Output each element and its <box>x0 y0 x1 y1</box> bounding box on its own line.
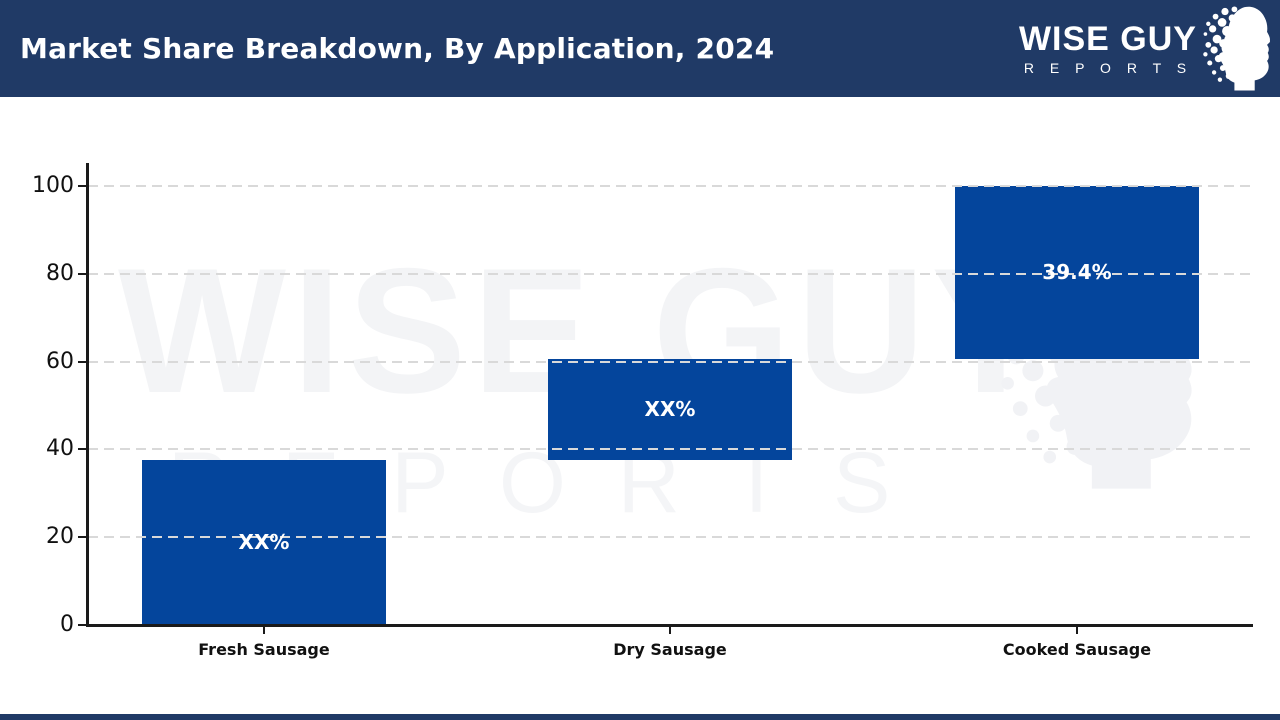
logo-subtitle: R E P O R T S <box>1023 60 1193 76</box>
gridline-80 <box>88 272 1253 275</box>
header-bar: Market Share Breakdown, By Application, … <box>0 0 1280 97</box>
bar-dry-sausage <box>548 358 792 460</box>
y-tick-0 <box>78 624 86 626</box>
y-tick-label-40: 40 <box>46 436 74 462</box>
x-tick-0 <box>263 627 265 634</box>
logo-head-icon <box>1201 5 1270 92</box>
x-tick-1 <box>669 627 671 634</box>
y-tick-label-20: 20 <box>46 524 74 550</box>
x-axis-line <box>86 624 1253 627</box>
x-axis-label-cooked-sausage: Cooked Sausage <box>1002 640 1152 659</box>
bar-value-label: XX% <box>644 397 696 422</box>
logo-wordmark: WISE GUY <box>1018 20 1197 58</box>
y-tick-100 <box>78 185 86 187</box>
x-axis-label-dry-sausage: Dry Sausage <box>613 640 727 659</box>
chart-title: Market Share Breakdown, By Application, … <box>20 32 775 65</box>
gridline-40 <box>88 448 1253 451</box>
bar-fresh-sausage <box>142 459 386 625</box>
y-tick-label-0: 0 <box>60 612 74 637</box>
bar-value-label: 39.4% <box>1042 260 1112 285</box>
x-tick-2 <box>1076 627 1078 634</box>
logo-text: WISE GUY R E P O R T S <box>1019 22 1197 75</box>
y-tick-label-100: 100 <box>32 173 74 198</box>
y-tick-label-80: 80 <box>46 260 74 286</box>
wise-guy-logo: WISE GUY R E P O R T S <box>1019 5 1280 92</box>
y-tick-label-60: 60 <box>46 348 74 374</box>
y-tick-40 <box>78 448 86 451</box>
gridline-60 <box>88 360 1253 363</box>
bar-value-label: XX% <box>238 530 290 555</box>
y-axis-line <box>86 163 89 627</box>
y-tick-80 <box>78 272 86 275</box>
gridline-20 <box>88 536 1253 539</box>
y-tick-20 <box>78 536 86 539</box>
y-tick-60 <box>78 360 86 363</box>
footer-strip <box>0 714 1280 720</box>
x-axis-label-fresh-sausage: Fresh Sausage <box>198 640 330 659</box>
gridline-100 <box>88 185 1253 187</box>
